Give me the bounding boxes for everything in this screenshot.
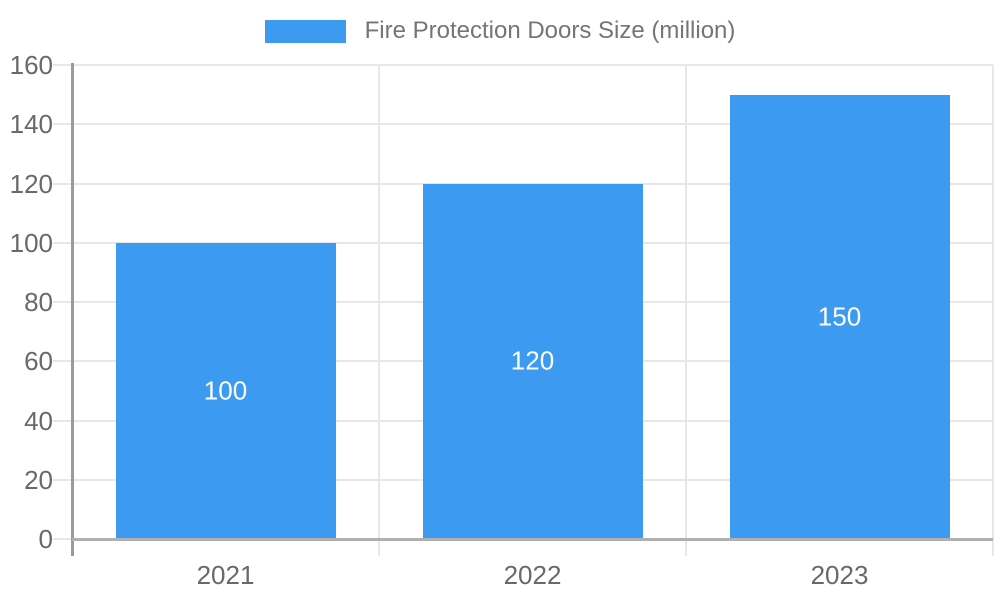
y-tick-label-140: 140	[9, 109, 53, 140]
bar-value-label-2023: 150	[817, 301, 862, 332]
y-tick-label-100: 100	[9, 227, 53, 258]
plot-area: 100 120 150	[53, 63, 994, 556]
y-tick-label-120: 120	[9, 168, 53, 199]
gridline-y-140	[53, 123, 993, 126]
x-axis-line	[72, 538, 993, 541]
x-tick-label-2022: 2022	[503, 560, 562, 590]
bar-value-label-2022: 120	[510, 345, 555, 376]
x-tick-label-2021: 2021	[196, 560, 255, 590]
bar-value-label-2021: 100	[203, 375, 248, 406]
bar-2023[interactable]: 150	[729, 94, 950, 539]
y-axis-labels: 0 20 40 60 80 100 120 140 160	[0, 0, 53, 600]
bar-2022[interactable]: 120	[422, 183, 643, 539]
category-boundary-line	[378, 65, 380, 556]
legend-label: Fire Protection Doors Size (million)	[364, 17, 736, 44]
y-tick-label-20: 20	[24, 464, 53, 495]
y-tick-label-0: 0	[38, 524, 53, 554]
y-tick-label-40: 40	[24, 405, 53, 436]
x-axis-labels: 2021 2022 2023	[72, 558, 993, 592]
legend-swatch	[264, 19, 346, 43]
gridline-y-160	[53, 64, 993, 66]
y-tick-label-60: 60	[24, 346, 53, 377]
category-boundary-line	[685, 65, 687, 556]
y-tick-label-80: 80	[24, 287, 53, 317]
bar-2021[interactable]: 100	[115, 242, 336, 539]
category-boundary-line	[992, 65, 994, 556]
y-tick-label-160: 160	[9, 50, 53, 80]
x-tick-label-2023: 2023	[810, 560, 869, 590]
y-axis-line	[71, 63, 74, 556]
legend-item[interactable]: Fire Protection Doors Size (million)	[0, 17, 1000, 45]
